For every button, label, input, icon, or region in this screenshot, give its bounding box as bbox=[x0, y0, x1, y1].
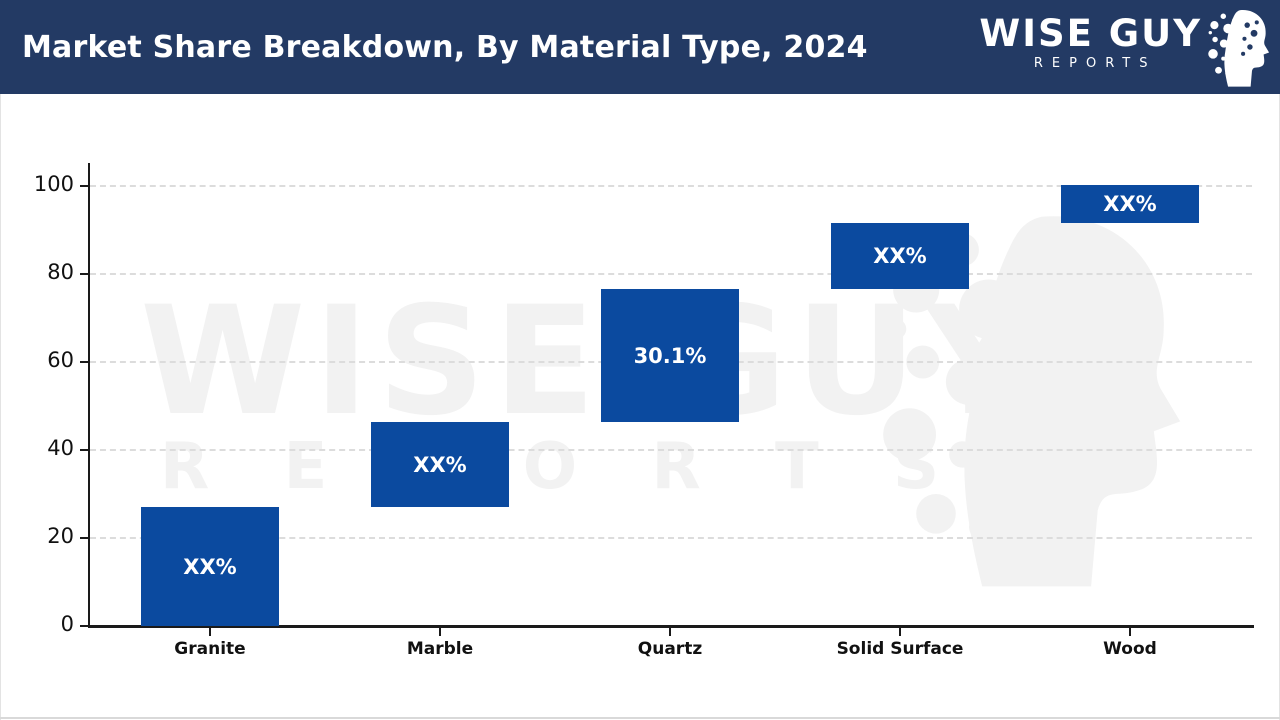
x-tick-mark-2 bbox=[669, 628, 671, 636]
x-tick-mark-0 bbox=[209, 628, 211, 636]
gridline-y-40 bbox=[90, 449, 1252, 451]
y-tick-mark-20 bbox=[80, 537, 88, 539]
left-edge-border bbox=[0, 94, 1, 720]
brand-logo: WISE GUY REPORTS bbox=[979, 12, 1202, 72]
watermark-text-line2: R E P O R T S bbox=[160, 430, 966, 504]
x-axis-line bbox=[88, 625, 1254, 628]
x-tick-mark-4 bbox=[1129, 628, 1131, 636]
bottom-rule bbox=[0, 717, 1280, 719]
y-axis-line bbox=[88, 163, 90, 627]
bar-quartz: 30.1% bbox=[601, 289, 739, 422]
x-tick-mark-1 bbox=[439, 628, 441, 636]
y-tick-mark-0 bbox=[80, 625, 88, 627]
x-tick-label-3: Solid Surface bbox=[836, 639, 964, 659]
y-tick-mark-40 bbox=[80, 449, 88, 451]
brand-logo-subtitle: REPORTS bbox=[1033, 56, 1157, 71]
page-title: Market Share Breakdown, By Material Type… bbox=[22, 29, 868, 65]
header-band: Market Share Breakdown, By Material Type… bbox=[0, 0, 1280, 94]
y-tick-mark-80 bbox=[80, 273, 88, 275]
brand-head-icon bbox=[1208, 9, 1270, 87]
bar-wood: XX% bbox=[1061, 185, 1199, 223]
y-tick-label-20: 20 bbox=[47, 524, 74, 548]
x-tick-label-0: Granite bbox=[174, 639, 246, 659]
bar-value-label: XX% bbox=[873, 244, 927, 269]
y-tick-label-60: 60 bbox=[47, 348, 74, 372]
y-tick-mark-100 bbox=[80, 185, 88, 187]
x-tick-mark-3 bbox=[899, 628, 901, 636]
y-tick-label-40: 40 bbox=[47, 436, 74, 460]
x-tick-label-1: Marble bbox=[406, 639, 474, 659]
bar-value-label: XX% bbox=[413, 452, 467, 477]
y-tick-label-0: 0 bbox=[60, 612, 74, 636]
x-tick-label-4: Wood bbox=[1103, 639, 1157, 659]
y-tick-label-80: 80 bbox=[47, 260, 74, 284]
gridline-y-100 bbox=[90, 185, 1252, 187]
bar-solid-surface: XX% bbox=[831, 222, 969, 290]
gridline-y-80 bbox=[90, 273, 1252, 275]
bar-value-label: 30.1% bbox=[633, 343, 707, 368]
bar-granite: XX% bbox=[141, 507, 279, 626]
x-tick-label-2: Quartz bbox=[637, 639, 703, 659]
bar-value-label: XX% bbox=[1103, 192, 1157, 217]
gridline-y-20 bbox=[90, 537, 1252, 539]
y-tick-mark-60 bbox=[80, 361, 88, 363]
bar-value-label: XX% bbox=[183, 554, 237, 579]
bar-marble: XX% bbox=[371, 421, 509, 508]
y-tick-label-100: 100 bbox=[33, 172, 74, 196]
brand-logo-wordmark: WISE GUY bbox=[979, 12, 1202, 55]
